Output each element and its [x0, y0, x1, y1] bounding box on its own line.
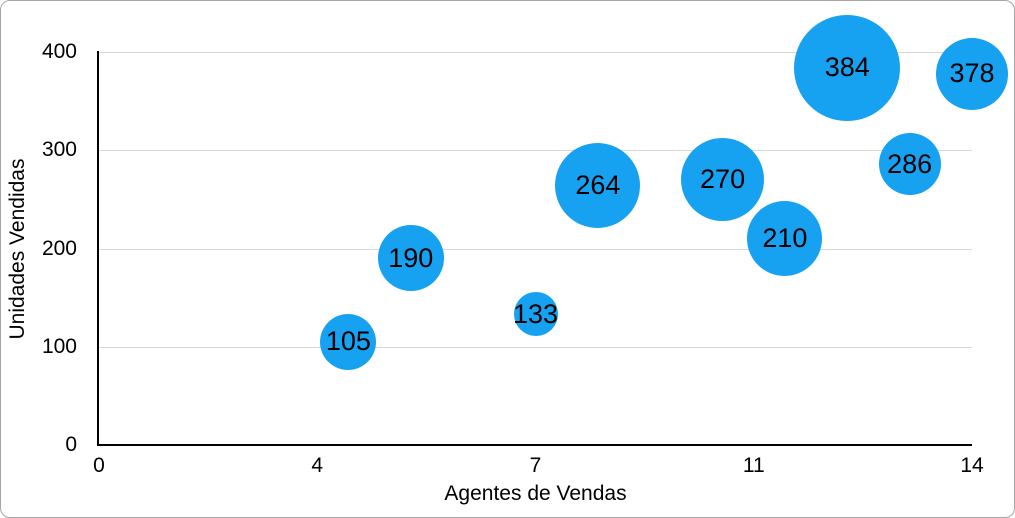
- x-axis-line: [97, 444, 972, 446]
- bubble-value-label: 286: [887, 148, 933, 179]
- bubble-value-label: 210: [762, 223, 808, 254]
- bubble[interactable]: 190: [377, 225, 444, 292]
- bubble[interactable]: 264: [555, 143, 641, 229]
- bubble[interactable]: 384: [794, 14, 901, 121]
- x-tick-label: 0: [93, 454, 105, 477]
- bubble[interactable]: 270: [681, 138, 765, 222]
- y-tick-label: 200: [41, 236, 77, 260]
- horizontal-gridline: [99, 150, 972, 151]
- bubble[interactable]: 105: [320, 313, 377, 370]
- bubble[interactable]: 378: [936, 37, 1008, 110]
- y-tick-label: 100: [41, 334, 77, 358]
- y-tick-label: 400: [41, 40, 77, 63]
- bubble-value-label: 133: [512, 298, 559, 329]
- bubble-value-label: 384: [824, 52, 870, 83]
- horizontal-gridline: [99, 249, 972, 250]
- bubble-value-label: 270: [700, 164, 746, 195]
- bubble[interactable]: 133: [512, 292, 559, 337]
- y-tick-label: 0: [65, 433, 77, 456]
- bubble-value-label: 190: [388, 242, 434, 273]
- y-tick-label: 300: [41, 138, 77, 162]
- bubble[interactable]: 286: [878, 133, 941, 195]
- x-tick-label: 11: [742, 454, 765, 477]
- bubble-value-label: 264: [575, 170, 621, 201]
- bubble-value-label: 378: [949, 58, 995, 89]
- x-tick-label: 14: [960, 454, 984, 477]
- y-axis-line: [97, 51, 99, 446]
- bubble-value-label: 105: [325, 326, 371, 357]
- x-tick-label: 4: [311, 454, 324, 477]
- bubble[interactable]: 210: [747, 201, 823, 277]
- horizontal-gridline: [99, 347, 972, 348]
- horizontal-gridline: [99, 52, 972, 53]
- x-axis-title: Agentes de Vendas: [444, 482, 627, 505]
- x-tick-label: 7: [529, 454, 542, 477]
